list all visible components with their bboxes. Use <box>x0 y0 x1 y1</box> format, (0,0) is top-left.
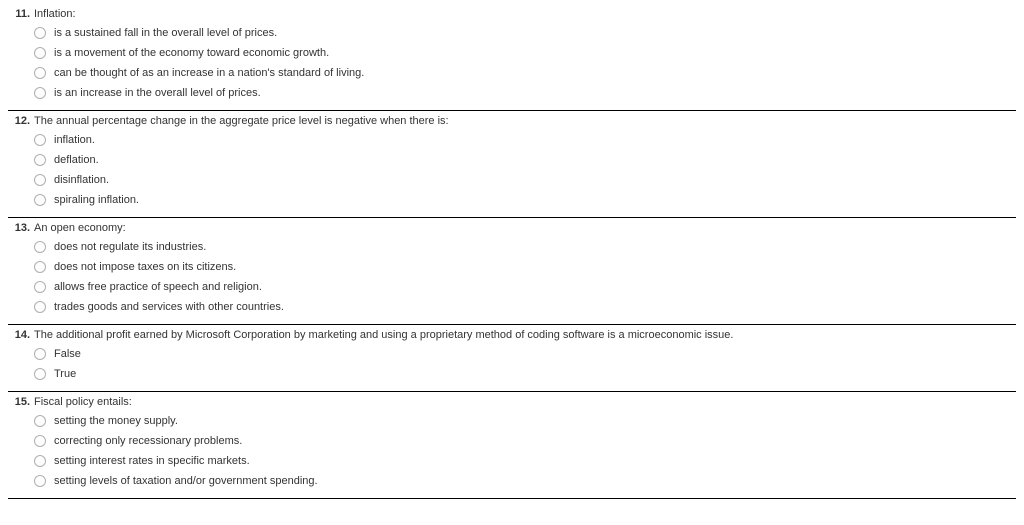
option-text: is a movement of the economy toward econ… <box>54 44 1016 62</box>
radio-icon[interactable] <box>34 348 46 360</box>
option-row[interactable]: deflation. <box>34 151 1016 169</box>
radio-icon[interactable] <box>34 241 46 253</box>
option-text: setting levels of taxation and/or govern… <box>54 472 1016 490</box>
option-text: setting the money supply. <box>54 412 1016 430</box>
radio-icon[interactable] <box>34 281 46 293</box>
option-row[interactable]: False <box>34 345 1016 363</box>
radio-icon[interactable] <box>34 415 46 427</box>
option-text: trades goods and services with other cou… <box>54 298 1016 316</box>
option-row[interactable]: spiraling inflation. <box>34 191 1016 209</box>
question-head: 11. Inflation: <box>8 8 1016 20</box>
question-head: 14. The additional profit earned by Micr… <box>8 329 1016 341</box>
option-row[interactable]: setting levels of taxation and/or govern… <box>34 472 1016 490</box>
option-row[interactable]: allows free practice of speech and relig… <box>34 278 1016 296</box>
quiz-container: 11. Inflation: is a sustained fall in th… <box>0 0 1024 507</box>
question-text: Inflation: <box>34 8 1016 20</box>
radio-icon[interactable] <box>34 301 46 313</box>
radio-icon[interactable] <box>34 475 46 487</box>
question-head: 15. Fiscal policy entails: <box>8 396 1016 408</box>
option-row[interactable]: is an increase in the overall level of p… <box>34 84 1016 102</box>
option-row[interactable]: is a sustained fall in the overall level… <box>34 24 1016 42</box>
radio-icon[interactable] <box>34 47 46 59</box>
radio-icon[interactable] <box>34 455 46 467</box>
question-block: 15. Fiscal policy entails: setting the m… <box>8 392 1016 499</box>
option-row[interactable]: is a movement of the economy toward econ… <box>34 44 1016 62</box>
question-block: 14. The additional profit earned by Micr… <box>8 325 1016 392</box>
radio-icon[interactable] <box>34 261 46 273</box>
option-text: allows free practice of speech and relig… <box>54 278 1016 296</box>
option-text: spiraling inflation. <box>54 191 1016 209</box>
option-row[interactable]: trades goods and services with other cou… <box>34 298 1016 316</box>
question-text: The annual percentage change in the aggr… <box>34 115 1016 127</box>
option-text: setting interest rates in specific marke… <box>54 452 1016 470</box>
option-row[interactable]: inflation. <box>34 131 1016 149</box>
radio-icon[interactable] <box>34 368 46 380</box>
question-number: 14. <box>8 329 30 341</box>
option-text: disinflation. <box>54 171 1016 189</box>
option-text: is a sustained fall in the overall level… <box>54 24 1016 42</box>
option-row[interactable]: disinflation. <box>34 171 1016 189</box>
question-block: 12. The annual percentage change in the … <box>8 111 1016 218</box>
option-text: inflation. <box>54 131 1016 149</box>
question-block: 11. Inflation: is a sustained fall in th… <box>8 4 1016 111</box>
radio-icon[interactable] <box>34 87 46 99</box>
question-number: 13. <box>8 222 30 234</box>
radio-icon[interactable] <box>34 134 46 146</box>
question-number: 11. <box>8 8 30 20</box>
question-head: 12. The annual percentage change in the … <box>8 115 1016 127</box>
question-text: Fiscal policy entails: <box>34 396 1016 408</box>
radio-icon[interactable] <box>34 194 46 206</box>
option-text: is an increase in the overall level of p… <box>54 84 1016 102</box>
option-row[interactable]: True <box>34 365 1016 383</box>
question-block: 13. An open economy: does not regulate i… <box>8 218 1016 325</box>
question-text: An open economy: <box>34 222 1016 234</box>
option-text: can be thought of as an increase in a na… <box>54 64 1016 82</box>
option-row[interactable]: can be thought of as an increase in a na… <box>34 64 1016 82</box>
radio-icon[interactable] <box>34 27 46 39</box>
option-row[interactable]: setting the money supply. <box>34 412 1016 430</box>
option-row[interactable]: setting interest rates in specific marke… <box>34 452 1016 470</box>
option-row[interactable]: does not impose taxes on its citizens. <box>34 258 1016 276</box>
radio-icon[interactable] <box>34 67 46 79</box>
question-number: 12. <box>8 115 30 127</box>
option-row[interactable]: does not regulate its industries. <box>34 238 1016 256</box>
option-text: True <box>54 365 1016 383</box>
option-text: deflation. <box>54 151 1016 169</box>
option-text: correcting only recessionary problems. <box>54 432 1016 450</box>
radio-icon[interactable] <box>34 154 46 166</box>
question-head: 13. An open economy: <box>8 222 1016 234</box>
option-text: does not regulate its industries. <box>54 238 1016 256</box>
question-number: 15. <box>8 396 30 408</box>
option-text: False <box>54 345 1016 363</box>
option-text: does not impose taxes on its citizens. <box>54 258 1016 276</box>
radio-icon[interactable] <box>34 435 46 447</box>
option-row[interactable]: correcting only recessionary problems. <box>34 432 1016 450</box>
radio-icon[interactable] <box>34 174 46 186</box>
question-text: The additional profit earned by Microsof… <box>34 329 1016 341</box>
